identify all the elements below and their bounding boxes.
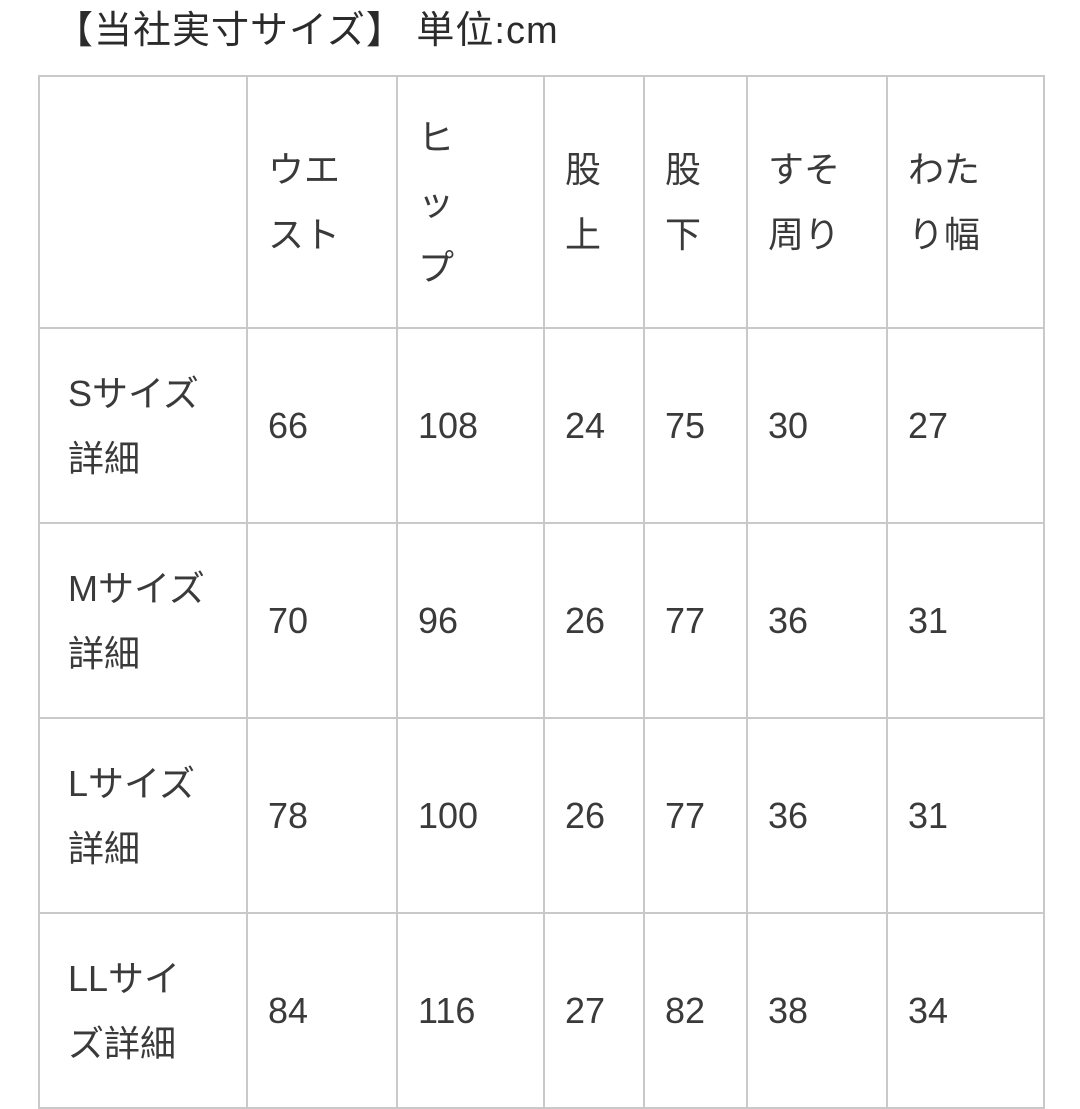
value-cell: 70 — [246, 522, 398, 719]
value-cell: 108 — [396, 327, 545, 524]
row-label-s: Sサイズ 詳細 — [38, 327, 248, 524]
value-cell: 36 — [746, 522, 888, 719]
value-cell: 27 — [886, 327, 1045, 524]
value-cell: 77 — [643, 522, 748, 719]
value-cell: 38 — [746, 912, 888, 1109]
value-cell: 100 — [396, 717, 545, 914]
value-cell: 84 — [246, 912, 398, 1109]
value-cell: 26 — [543, 717, 645, 914]
value-cell: 31 — [886, 522, 1045, 719]
value-cell: 78 — [246, 717, 398, 914]
value-cell: 24 — [543, 327, 645, 524]
value-cell: 96 — [396, 522, 545, 719]
header-inseam: 股 下 — [643, 75, 748, 329]
row-label-m: Mサイズ 詳細 — [38, 522, 248, 719]
value-cell: 26 — [543, 522, 645, 719]
size-table: ウエ スト ヒ ッ プ 股 上 股 下 すそ 周り わた り幅 Sサイズ 詳細 … — [38, 75, 1045, 1109]
value-cell: 31 — [886, 717, 1045, 914]
row-label-l: Lサイズ 詳細 — [38, 717, 248, 914]
value-cell: 116 — [396, 912, 545, 1109]
row-size-s: Sサイズ 詳細 66 108 24 75 30 27 — [38, 327, 1045, 524]
value-cell: 27 — [543, 912, 645, 1109]
header-row: ウエ スト ヒ ッ プ 股 上 股 下 すそ 周り わた り幅 — [38, 75, 1045, 329]
header-thigh-width: わた り幅 — [886, 75, 1045, 329]
value-cell: 34 — [886, 912, 1045, 1109]
row-size-ll: LLサイ ズ詳細 84 116 27 82 38 34 — [38, 912, 1045, 1109]
value-cell: 75 — [643, 327, 748, 524]
value-cell: 82 — [643, 912, 748, 1109]
header-hip: ヒ ッ プ — [396, 75, 545, 329]
row-size-m: Mサイズ 詳細 70 96 26 77 36 31 — [38, 522, 1045, 719]
value-cell: 30 — [746, 327, 888, 524]
header-blank — [38, 75, 248, 329]
value-cell: 66 — [246, 327, 398, 524]
header-waist: ウエ スト — [246, 75, 398, 329]
value-cell: 77 — [643, 717, 748, 914]
header-rise: 股 上 — [543, 75, 645, 329]
header-hem-around: すそ 周り — [746, 75, 888, 329]
row-size-l: Lサイズ 詳細 78 100 26 77 36 31 — [38, 717, 1045, 914]
value-cell: 36 — [746, 717, 888, 914]
row-label-ll: LLサイ ズ詳細 — [38, 912, 248, 1109]
size-chart-title: 【当社実寸サイズ】 単位:cm — [55, 10, 559, 52]
